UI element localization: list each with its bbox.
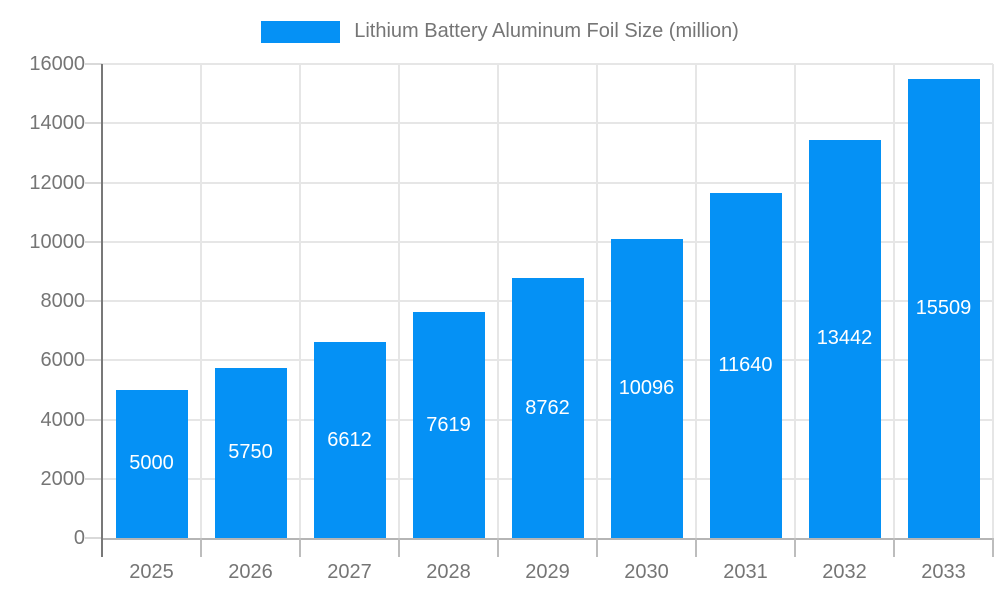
bar-value-label: 13442 [816, 327, 873, 350]
y-tick-label: 10000 [29, 230, 85, 253]
y-tick [85, 122, 102, 125]
x-tick [398, 538, 400, 557]
bar-value-label: 7619 [426, 413, 471, 436]
y-tick-label: 12000 [29, 171, 85, 194]
x-tick [695, 538, 697, 557]
x-tick [299, 538, 301, 557]
bar-value-label: 10096 [618, 376, 675, 399]
bar: 13442 [808, 139, 881, 538]
bar-value-label: 5000 [129, 452, 174, 475]
x-tick-label: 2026 [228, 561, 273, 583]
bar: 7619 [412, 312, 485, 538]
bar: 6612 [313, 342, 386, 538]
x-tick-label: 2032 [822, 561, 867, 583]
legend-swatch [261, 20, 341, 43]
x-gridline [893, 64, 895, 538]
legend-label: Lithium Battery Aluminum Foil Size (mill… [354, 20, 739, 42]
bar: 11640 [709, 193, 782, 538]
y-tick-label: 4000 [40, 408, 86, 431]
bar: 5750 [214, 367, 287, 538]
x-axis-line [102, 538, 993, 540]
y-tick [85, 537, 102, 539]
y-tick-label: 8000 [40, 290, 86, 312]
x-tick-label: 2025 [129, 561, 174, 583]
x-gridline [992, 64, 994, 538]
y-axis-line [101, 64, 103, 557]
x-tick [200, 538, 202, 557]
bar: 15509 [907, 78, 980, 538]
bar: 5000 [115, 389, 188, 538]
y-tick [85, 359, 102, 362]
x-tick-label: 2033 [921, 561, 966, 583]
bar-value-label: 5750 [228, 441, 273, 464]
y-gridline [102, 240, 993, 243]
x-gridline [398, 64, 400, 538]
y-tick [85, 477, 102, 480]
y-tick-label: 16000 [29, 53, 85, 75]
bar-value-label: 6612 [327, 428, 372, 451]
x-gridline [596, 64, 598, 538]
bar-value-label: 11640 [718, 354, 773, 377]
x-gridline [695, 64, 697, 538]
x-tick [992, 538, 994, 557]
y-tick [85, 181, 102, 184]
x-tick-label: 2029 [525, 561, 570, 583]
y-tick [85, 63, 102, 65]
x-tick-label: 2030 [624, 561, 669, 583]
y-tick [85, 240, 102, 243]
legend: Lithium Battery Aluminum Foil Size (mill… [0, 20, 1000, 43]
x-tick-label: 2027 [327, 561, 372, 583]
bar: 10096 [610, 238, 683, 538]
y-gridline [102, 122, 993, 125]
y-tick-label: 6000 [40, 349, 86, 372]
bar: 8762 [511, 278, 584, 538]
bar-value-label: 8762 [525, 396, 570, 419]
x-tick [794, 538, 796, 557]
y-tick [85, 300, 102, 302]
y-gridline [102, 181, 993, 184]
y-tick-label: 2000 [40, 467, 86, 490]
x-gridline [794, 64, 796, 538]
x-tick [893, 538, 895, 557]
y-tick-label: 0 [73, 527, 85, 549]
x-gridline [299, 64, 301, 538]
x-tick-label: 2028 [426, 561, 471, 583]
x-tick [596, 538, 598, 557]
y-tick [85, 418, 102, 421]
x-gridline [200, 64, 202, 538]
bar-value-label: 15509 [915, 296, 972, 319]
x-gridline [497, 64, 499, 538]
x-tick-label: 2031 [723, 561, 768, 583]
y-tick-label: 14000 [29, 112, 85, 135]
x-tick [497, 538, 499, 557]
y-gridline [102, 63, 993, 65]
